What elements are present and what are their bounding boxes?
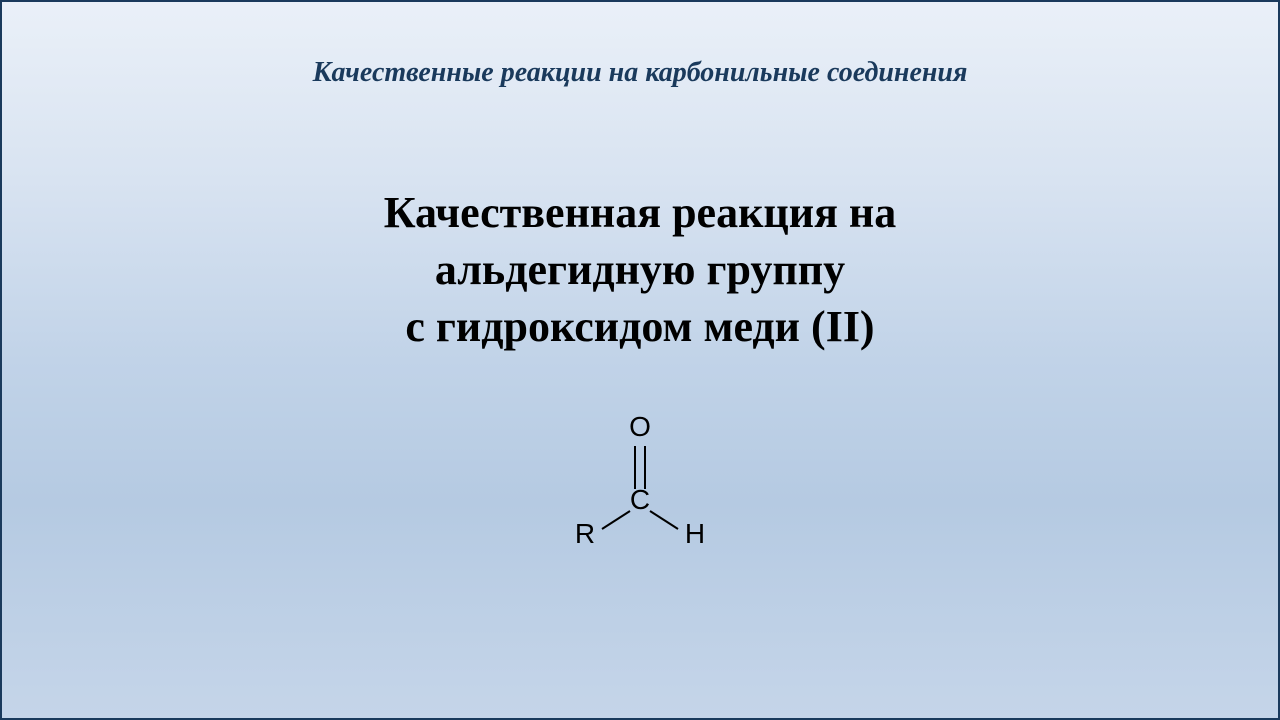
chemical-formula: O C R H — [560, 411, 720, 551]
title-line-3: с гидроксидом меди (II) — [405, 302, 874, 351]
slide-title: Качественная реакция на альдегидную груп… — [384, 184, 897, 356]
atom-o: O — [629, 411, 651, 442]
bond-c-r — [602, 511, 630, 529]
bond-c-h — [650, 511, 678, 529]
atom-r: R — [575, 518, 595, 549]
title-line-2: альдегидную группу — [435, 245, 845, 294]
atom-c: C — [630, 484, 650, 515]
title-line-1: Качественная реакция на — [384, 188, 897, 237]
atom-h: H — [685, 518, 705, 549]
slide: Качественные реакции на карбонильные сое… — [0, 0, 1280, 720]
slide-subtitle: Качественные реакции на карбонильные сое… — [313, 57, 968, 89]
formula-svg: O C R H — [560, 411, 720, 551]
